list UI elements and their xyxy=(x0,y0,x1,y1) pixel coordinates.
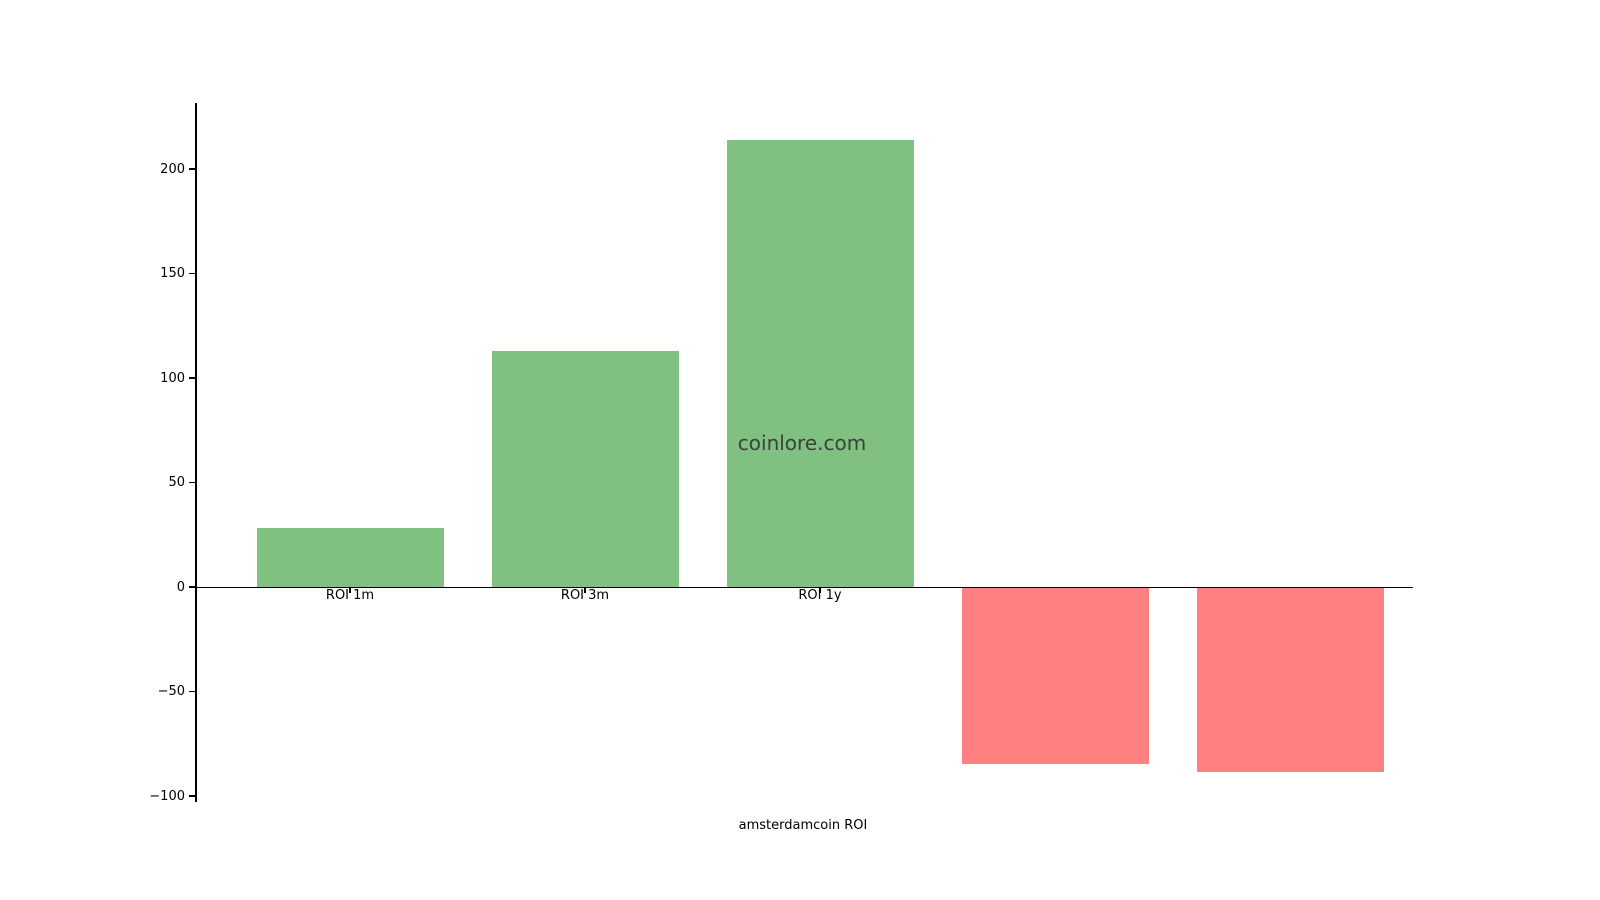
bar-roi-3m xyxy=(491,350,679,587)
y-tick xyxy=(189,586,195,588)
y-tick xyxy=(189,690,195,693)
x-tick xyxy=(584,587,586,593)
y-axis-spine xyxy=(195,103,197,802)
y-tick-label: −100 xyxy=(149,788,185,804)
y-tick-label: 200 xyxy=(160,161,185,177)
y-tick-label: 150 xyxy=(160,266,185,281)
x-tick-label: ROI 1m xyxy=(325,588,375,603)
y-tick-label: 50 xyxy=(168,475,185,490)
y-tick-label: −50 xyxy=(157,684,185,699)
y-tick-label: 100 xyxy=(160,370,185,386)
bar-roi-1m xyxy=(256,528,444,587)
x-tick xyxy=(819,587,821,593)
y-tick xyxy=(189,272,195,275)
bar-roi-1y xyxy=(726,139,914,587)
x-axis-title: amsterdamcoin ROI xyxy=(738,818,868,833)
y-tick xyxy=(189,795,195,797)
y-tick xyxy=(189,481,195,484)
y-tick xyxy=(189,377,195,379)
y-tick-label: 0 xyxy=(176,579,185,595)
x-tick xyxy=(349,587,351,593)
x-axis-zero-line xyxy=(195,586,1413,588)
y-tick xyxy=(189,168,195,170)
x-tick-label: ROI 1y xyxy=(798,588,842,603)
watermark-text: coinlore.com xyxy=(737,431,867,455)
x-tick-label: ROI 3m xyxy=(560,588,610,603)
bar-negative-3 xyxy=(961,588,1149,764)
bar-negative-4 xyxy=(1196,588,1384,772)
